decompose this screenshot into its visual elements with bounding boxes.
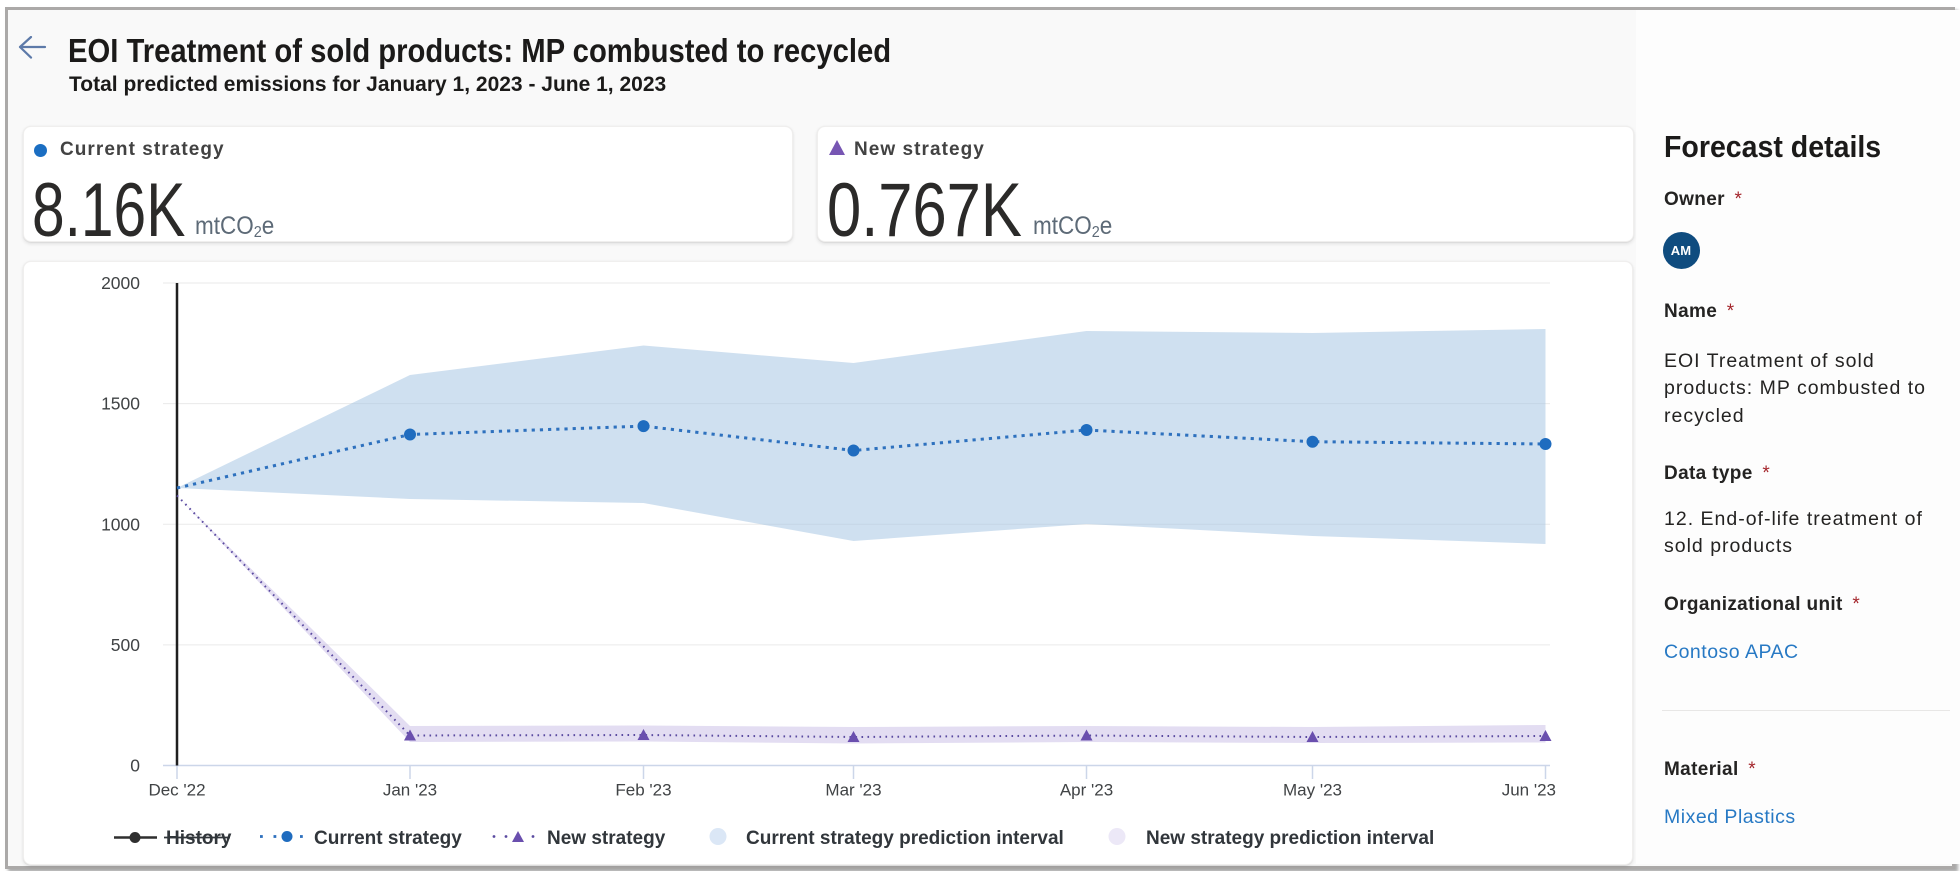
svg-text:Current strategy prediction in: Current strategy prediction interval xyxy=(746,828,1064,849)
svg-text:Current strategy: Current strategy xyxy=(314,828,462,849)
svg-text:0: 0 xyxy=(130,756,140,776)
svg-text:May '23: May '23 xyxy=(1283,780,1342,799)
svg-text:History: History xyxy=(166,828,232,849)
svg-text:New strategy prediction interv: New strategy prediction interval xyxy=(1146,828,1434,849)
svg-text:2000: 2000 xyxy=(101,273,140,293)
svg-text:Jun '23: Jun '23 xyxy=(1502,780,1556,799)
svg-text:Jan '23: Jan '23 xyxy=(383,780,437,799)
svg-text:Apr '23: Apr '23 xyxy=(1060,780,1113,799)
svg-text:Mar '23: Mar '23 xyxy=(825,780,881,799)
svg-text:1500: 1500 xyxy=(101,394,140,414)
svg-text:Dec '22: Dec '22 xyxy=(148,780,205,799)
svg-text:Feb '23: Feb '23 xyxy=(615,780,671,799)
svg-text:1000: 1000 xyxy=(101,514,140,534)
svg-text:500: 500 xyxy=(111,635,140,655)
svg-text:New strategy: New strategy xyxy=(547,828,666,849)
